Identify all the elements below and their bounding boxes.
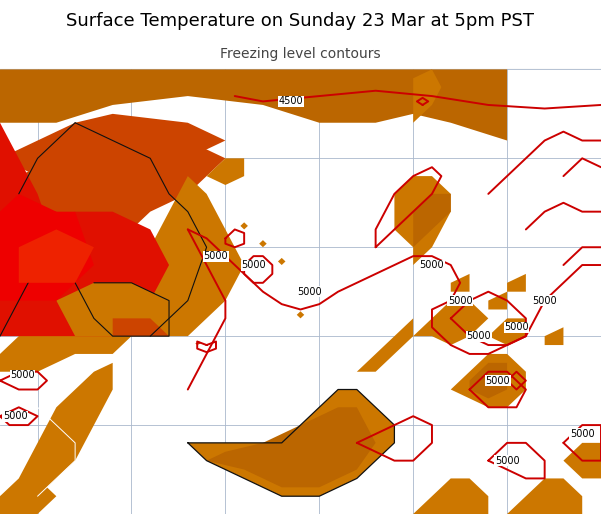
Polygon shape: [488, 318, 526, 345]
Polygon shape: [207, 407, 376, 487]
Polygon shape: [0, 479, 56, 514]
Text: 5000: 5000: [532, 296, 557, 306]
Polygon shape: [0, 363, 113, 505]
Polygon shape: [564, 443, 601, 479]
Polygon shape: [132, 176, 244, 336]
Polygon shape: [451, 354, 526, 407]
Polygon shape: [0, 212, 169, 336]
Polygon shape: [488, 292, 507, 309]
Polygon shape: [413, 479, 488, 514]
Text: 5000: 5000: [448, 296, 472, 306]
Polygon shape: [259, 240, 267, 247]
Polygon shape: [278, 258, 285, 265]
Polygon shape: [195, 341, 201, 345]
Polygon shape: [545, 327, 564, 345]
Polygon shape: [507, 274, 526, 292]
Polygon shape: [469, 363, 507, 398]
Polygon shape: [0, 69, 56, 336]
Polygon shape: [0, 212, 94, 301]
Polygon shape: [394, 176, 451, 265]
Text: 5000: 5000: [419, 260, 444, 270]
Text: 5000: 5000: [3, 411, 27, 421]
Polygon shape: [240, 223, 248, 229]
Polygon shape: [188, 390, 394, 496]
Polygon shape: [413, 194, 451, 247]
Text: 5000: 5000: [486, 376, 510, 386]
Polygon shape: [0, 140, 225, 336]
Polygon shape: [413, 69, 441, 123]
Polygon shape: [357, 318, 413, 372]
Polygon shape: [207, 158, 244, 185]
Text: 5000: 5000: [504, 322, 529, 332]
Polygon shape: [432, 301, 488, 336]
Polygon shape: [0, 194, 56, 247]
Polygon shape: [19, 229, 94, 283]
Text: 5000: 5000: [241, 260, 266, 270]
Text: 5000: 5000: [204, 251, 228, 261]
Polygon shape: [0, 69, 507, 140]
Text: 5000: 5000: [297, 287, 322, 297]
Polygon shape: [56, 283, 169, 336]
Polygon shape: [0, 114, 225, 194]
Text: 4500: 4500: [279, 97, 304, 106]
Text: Surface Temperature on Sunday 23 Mar at 5pm PST: Surface Temperature on Sunday 23 Mar at …: [67, 12, 534, 30]
Polygon shape: [413, 309, 469, 345]
Text: 5000: 5000: [570, 429, 594, 439]
Text: 5000: 5000: [495, 455, 519, 466]
Text: 5000: 5000: [466, 331, 491, 341]
Polygon shape: [0, 318, 132, 372]
Polygon shape: [297, 311, 304, 318]
Polygon shape: [451, 274, 469, 292]
Polygon shape: [507, 479, 582, 514]
Polygon shape: [113, 318, 169, 336]
Text: Freezing level contours: Freezing level contours: [220, 47, 381, 61]
Text: 5000: 5000: [10, 370, 35, 380]
